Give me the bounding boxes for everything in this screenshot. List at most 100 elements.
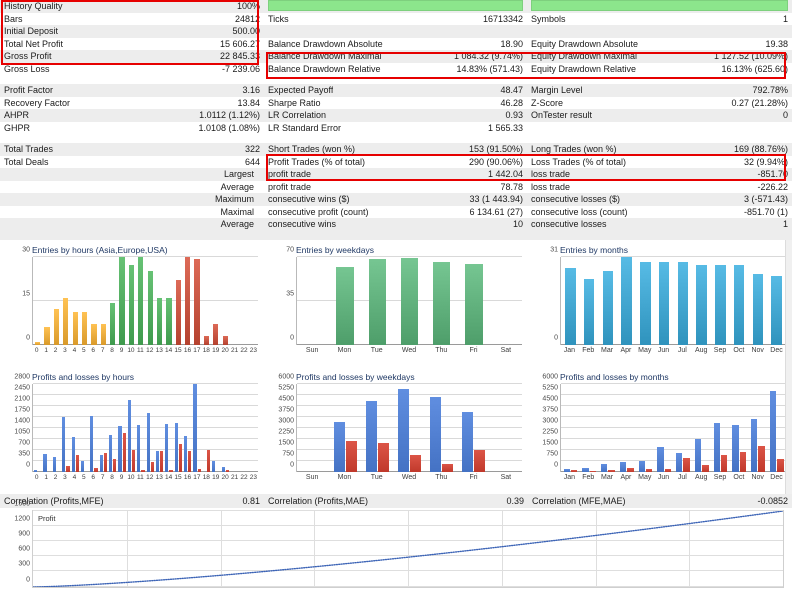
stat-cell: Long Trades (won %) 169 (88.76%)	[527, 143, 792, 156]
chart-bar-slot	[146, 384, 155, 472]
chart-gridline	[297, 437, 522, 439]
chart-x-tick-label: 23	[249, 346, 258, 354]
chart-x-tick-label: 9	[119, 473, 124, 481]
chart-gridline	[33, 415, 258, 417]
stat-row: Initial Deposit 500.00	[0, 25, 792, 38]
stat-cell	[527, 122, 792, 135]
stat-cell: GHPR 1.0108 (1.08%)	[0, 122, 264, 135]
chart-bar-slot	[458, 257, 490, 345]
scatter-y-tick-label: 0	[26, 576, 30, 583]
chart-y-tick-label: 5250	[278, 384, 294, 391]
chart-bars	[297, 384, 522, 472]
vertical-scrollbar[interactable]	[785, 239, 792, 367]
chart-x-tick-label: 4	[72, 473, 77, 481]
chart-y-tick-label: 2250	[278, 428, 294, 435]
chart-bar-slot	[117, 384, 126, 472]
chart-y-tick-label: 750	[546, 450, 558, 457]
stat-value: 24812	[234, 13, 260, 24]
chart-x-tick-label: May	[638, 473, 652, 481]
chart-x-tick-label: Fri	[469, 346, 478, 354]
correlation-value: 0.81	[242, 495, 260, 506]
chart-bar	[400, 257, 419, 345]
chart-bar	[35, 341, 41, 345]
stat-cell	[264, 0, 527, 13]
chart-bar	[185, 256, 191, 345]
chart-entries-by-weekdays: Entries by weekdays 0 35 70 Sun Mon Tue Wed Th…	[264, 239, 528, 367]
extremes-label: consecutive losses ($)	[531, 194, 621, 204]
correlation-label: Correlation (Profits,MAE)	[268, 495, 369, 506]
stat-label: Balance Drawdown Relative	[268, 63, 381, 74]
chart-y-tick-label: 1400	[14, 417, 30, 424]
vertical-scrollbar[interactable]	[785, 366, 792, 494]
chart-bars	[33, 256, 258, 345]
chart-gridline	[561, 404, 786, 406]
chart-x-tick-label: Sat	[500, 346, 512, 354]
chart-gridline	[297, 448, 522, 450]
stat-cell: Balance Drawdown Relative 14.83% (571.43…	[264, 63, 527, 76]
stat-label: Equity Drawdown Relative	[531, 63, 637, 74]
chart-gridline	[297, 415, 522, 417]
chart-bar-slot	[202, 257, 211, 345]
chart-bar	[44, 326, 50, 345]
chart-x-tick-label: 17	[193, 473, 201, 481]
chart-x-tick-label: Nov	[751, 473, 764, 481]
chart-bar-slot	[730, 384, 749, 472]
stat-label: Margin Level	[531, 85, 583, 95]
chart-bar	[141, 470, 145, 472]
chart-x-axis: 0 1 2 3 4 5 6 7 8 9 10 11 12 13 14 15 16 17 18 19 20 21 22 23	[32, 472, 258, 484]
chart-y-tick-label: 3000	[542, 417, 558, 424]
chart-gridline	[561, 343, 786, 345]
stat-spacer	[0, 75, 792, 84]
chart-y-tick-label: 1050	[14, 428, 30, 435]
chart-x-tick-label: Tue	[370, 346, 383, 354]
stat-label: Symbols	[531, 13, 566, 24]
chart-x-tick-label: Nov	[751, 346, 764, 354]
chart-gridline	[33, 299, 258, 301]
chart-bar	[71, 436, 75, 472]
chart-bar-slot	[52, 384, 61, 472]
chart-gridline	[561, 393, 786, 395]
chart-bar-slot	[136, 384, 145, 472]
extremes-value: -851.70	[757, 169, 788, 179]
chart-bar	[100, 323, 106, 345]
chart-y-tick-label: 1500	[278, 439, 294, 446]
chart-bar-slot	[361, 257, 393, 345]
stat-row: GHPR 1.0108 (1.08%) LR Standard Error 1 …	[0, 121, 792, 135]
scatter-points	[33, 510, 783, 587]
chart-bar	[777, 459, 784, 472]
chart-y-tick-label: 700	[18, 439, 30, 446]
extremes-label: loss trade	[531, 181, 571, 192]
chart-bar	[683, 457, 690, 472]
chart-bar	[225, 469, 229, 472]
chart-bar	[62, 417, 66, 472]
extremes-label: consecutive losses	[531, 219, 607, 229]
qualifier-cell: Maximal	[0, 206, 264, 219]
extremes-loss-cell: consecutive losses ($) 3 (-571.43)	[527, 193, 792, 206]
chart-bar	[146, 413, 150, 472]
chart-bar-slot	[61, 384, 70, 472]
stat-value: 1.0112 (1.12%)	[199, 110, 260, 120]
chart-bar	[169, 469, 173, 472]
chart-bar-slot	[221, 384, 230, 472]
stat-value: 1 565.33	[487, 122, 523, 133]
chart-y-tick-label: 4500	[542, 395, 558, 402]
stat-value: 32 (9.94%)	[743, 156, 788, 167]
extremes-value: 1 442.04	[487, 169, 523, 179]
chart-x-tick-label: 22	[240, 346, 248, 354]
stat-cell: Ticks 16713342	[264, 13, 527, 26]
correlation-value: 0.39	[506, 495, 524, 506]
chart-x-tick-label: 1	[44, 346, 48, 354]
chart-bar	[99, 455, 103, 472]
chart-y-tick-label: 0	[290, 334, 294, 341]
chart-bar	[432, 261, 451, 345]
chart-bar	[621, 256, 632, 345]
chart-bar	[165, 423, 169, 472]
chart-bar	[174, 423, 178, 472]
chart-bar-slot	[71, 257, 80, 345]
extremes-label: profit trade	[268, 169, 312, 179]
chart-x-tick-label: Jan	[563, 346, 576, 354]
chart-bar-slot	[192, 257, 201, 345]
chart-x-tick-label: Apr	[620, 346, 632, 354]
chart-bar	[720, 455, 728, 472]
scatter-gridline	[595, 510, 597, 587]
